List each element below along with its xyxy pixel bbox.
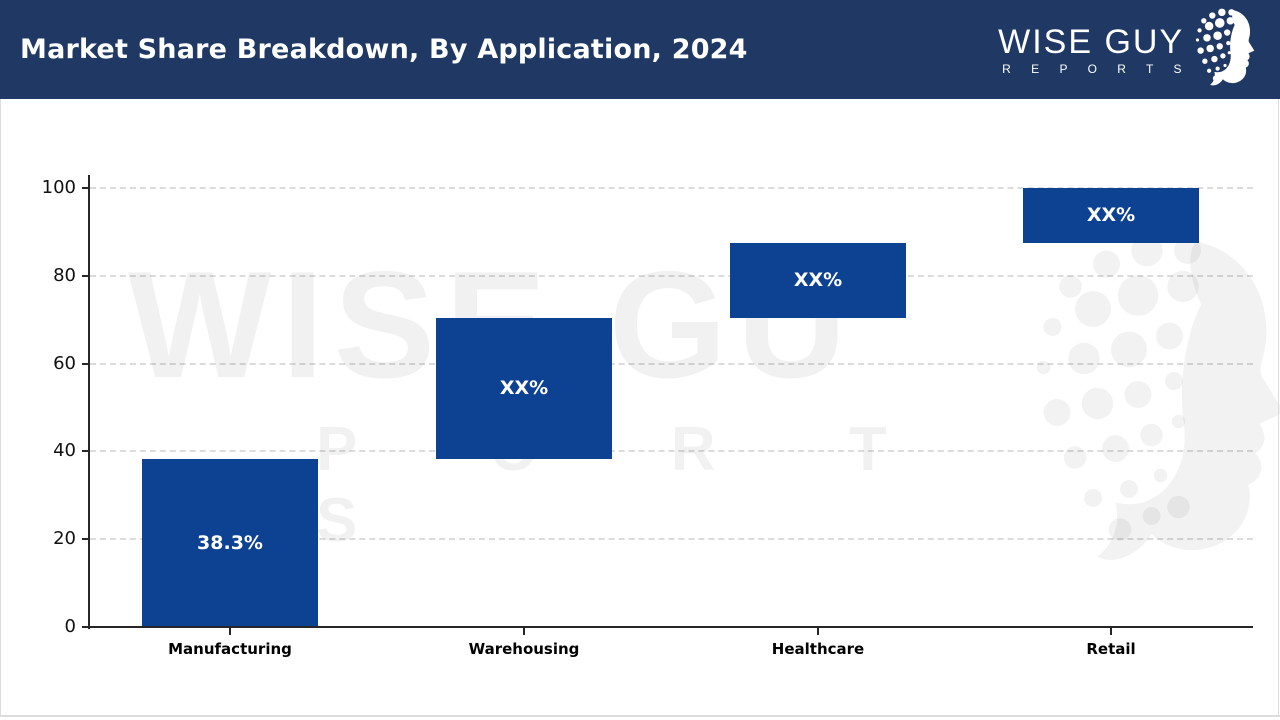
- header-bar: Market Share Breakdown, By Application, …: [0, 0, 1280, 99]
- x-tick-label: Healthcare: [771, 640, 865, 658]
- y-tick-label: 80: [53, 265, 76, 286]
- chart-title: Market Share Breakdown, By Application, …: [20, 34, 748, 65]
- y-tick-label: 20: [53, 528, 76, 549]
- brand-logo-text: WISE GUY R E P O R T S: [998, 24, 1190, 76]
- y-tick-label: 0: [64, 616, 76, 637]
- bar-value-label: 38.3%: [197, 532, 263, 554]
- gridline: [90, 538, 1253, 540]
- bar-healthcare: [730, 243, 906, 318]
- bar-warehousing: [436, 318, 612, 459]
- gridline: [90, 450, 1253, 452]
- plot-area: 0 20 40 60 80 100 38.3% Manufacturing XX% Warehou…: [0, 99, 1280, 720]
- brand-logo: WISE GUY R E P O R T S: [998, 7, 1256, 92]
- y-tick-mark: [82, 450, 88, 452]
- brand-subtitle: R E P O R T S: [1002, 61, 1190, 76]
- y-tick-label: 100: [41, 177, 76, 198]
- bar-manufacturing: [142, 459, 318, 627]
- x-tick-mark: [817, 628, 819, 635]
- bar-value-label: XX%: [1086, 204, 1136, 226]
- x-tick-mark: [229, 628, 231, 635]
- frame-edge-left: [0, 99, 1, 717]
- x-tick-label: Warehousing: [468, 640, 580, 658]
- y-tick-mark: [82, 363, 88, 365]
- brand-head-icon: [1195, 8, 1255, 86]
- frame-edge-right: [1278, 99, 1279, 717]
- y-axis: [88, 175, 90, 629]
- x-axis: [88, 626, 1253, 628]
- y-tick-mark: [82, 538, 88, 540]
- y-tick-mark: [82, 275, 88, 277]
- x-tick-label: Manufacturing: [168, 640, 292, 658]
- y-tick-label: 60: [53, 353, 76, 374]
- brand-name: WISE GUY: [998, 22, 1185, 61]
- gridline: [90, 363, 1253, 365]
- bar-retail: [1023, 188, 1199, 243]
- x-tick-label: Retail: [1086, 640, 1136, 658]
- gridline: [90, 275, 1253, 277]
- frame-edge-bottom: [0, 715, 1280, 717]
- gridline: [90, 187, 1253, 189]
- x-tick-mark: [1110, 628, 1112, 635]
- bar-value-label: XX%: [499, 377, 549, 399]
- y-tick-mark: [82, 626, 88, 628]
- bar-value-label: XX%: [793, 269, 843, 291]
- y-tick-label: 40: [53, 440, 76, 461]
- x-tick-mark: [523, 628, 525, 635]
- y-tick-mark: [82, 187, 88, 189]
